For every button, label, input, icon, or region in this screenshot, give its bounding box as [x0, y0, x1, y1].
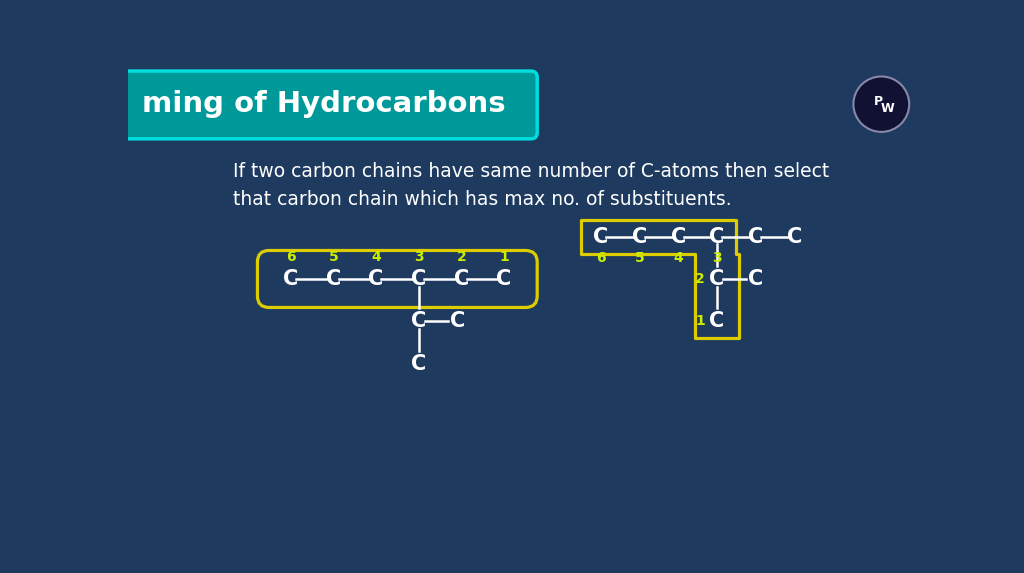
Text: C: C	[283, 269, 298, 289]
Text: ming of Hydrocarbons: ming of Hydrocarbons	[142, 90, 506, 118]
Text: 3: 3	[712, 251, 722, 265]
Text: C: C	[411, 311, 426, 331]
Text: C: C	[450, 311, 465, 331]
Text: 6: 6	[286, 250, 296, 264]
Text: C: C	[411, 269, 426, 289]
Text: C: C	[632, 226, 647, 246]
Text: C: C	[749, 226, 763, 246]
Text: C: C	[671, 226, 686, 246]
Text: 4: 4	[371, 250, 381, 264]
FancyBboxPatch shape	[122, 71, 538, 139]
Text: If two carbon chains have same number of C-atoms then select: If two carbon chains have same number of…	[232, 162, 828, 181]
Text: C: C	[786, 226, 802, 246]
Text: C: C	[454, 269, 469, 289]
Text: C: C	[710, 269, 725, 289]
Text: W: W	[881, 101, 894, 115]
Text: C: C	[749, 269, 763, 289]
Text: 4: 4	[674, 251, 683, 265]
Text: C: C	[369, 269, 384, 289]
Text: 3: 3	[414, 250, 424, 264]
Text: 5: 5	[329, 250, 338, 264]
Text: 2: 2	[695, 272, 705, 286]
Text: 1: 1	[499, 250, 509, 264]
Text: C: C	[326, 269, 341, 289]
Text: 1: 1	[695, 315, 705, 328]
Text: C: C	[497, 269, 512, 289]
Text: C: C	[710, 311, 725, 331]
Text: P: P	[873, 95, 883, 108]
Text: C: C	[593, 226, 608, 246]
Text: 5: 5	[635, 251, 644, 265]
Text: 2: 2	[457, 250, 466, 264]
Text: C: C	[411, 354, 426, 374]
Text: 6: 6	[596, 251, 605, 265]
Text: that carbon chain which has max no. of substituents.: that carbon chain which has max no. of s…	[232, 190, 731, 209]
Text: C: C	[710, 226, 725, 246]
Circle shape	[853, 76, 909, 132]
